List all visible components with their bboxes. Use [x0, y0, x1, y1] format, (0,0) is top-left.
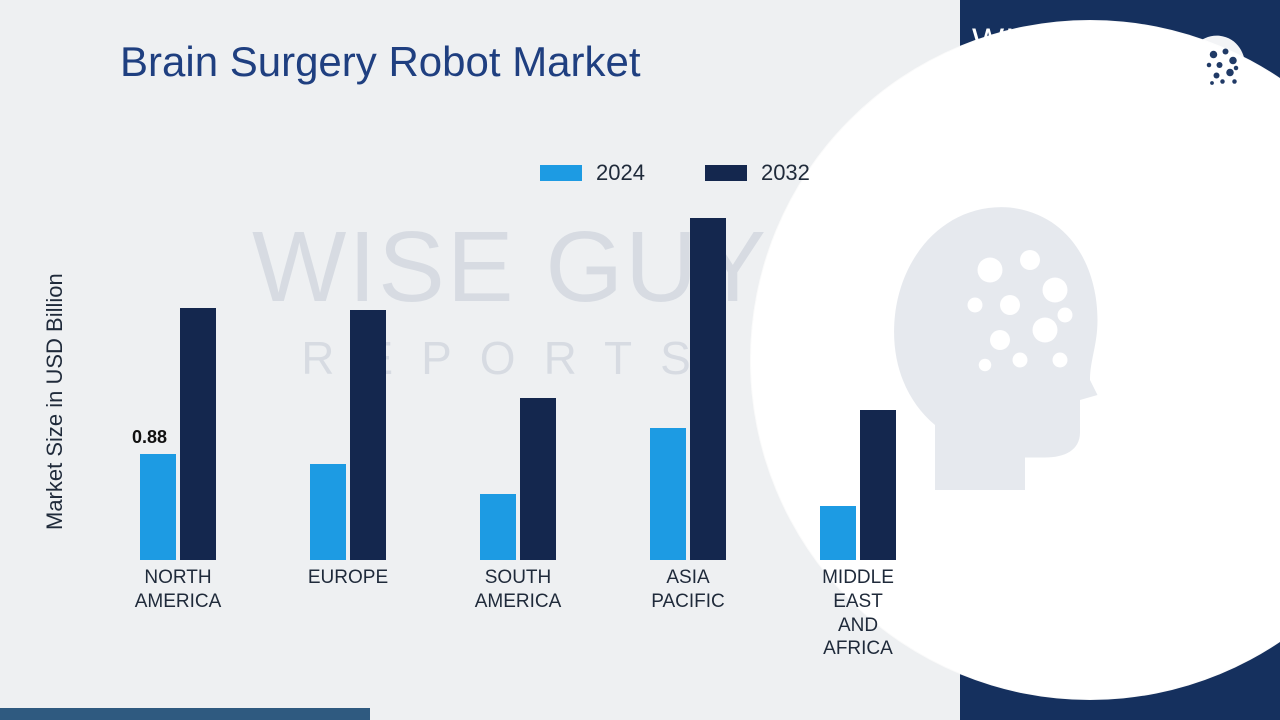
chart-area: 0.88	[100, 200, 940, 560]
legend: 2024 2032	[540, 160, 810, 186]
bar	[820, 506, 856, 560]
bar	[860, 410, 896, 560]
bar-value-label: 0.88	[132, 427, 167, 448]
y-axis-label: Market Size in USD Billion	[42, 273, 68, 530]
legend-label: 2032	[761, 160, 810, 186]
x-axis-label: ASIAPACIFIC	[618, 566, 758, 614]
legend-swatch-icon	[705, 165, 747, 181]
plot-area: 0.88	[100, 200, 940, 560]
brand-head-icon	[1172, 32, 1252, 122]
bar	[350, 310, 386, 560]
bar	[180, 308, 216, 560]
legend-label: 2024	[596, 160, 645, 186]
bar	[140, 454, 176, 560]
bar	[650, 428, 686, 560]
x-axis-label: NORTHAMERICA	[108, 566, 248, 614]
bar	[310, 464, 346, 560]
x-axis-label: MIDDLEEASTANDAFRICA	[788, 566, 928, 661]
legend-swatch-icon	[540, 165, 582, 181]
x-axis-label: SOUTHAMERICA	[448, 566, 588, 614]
stage: Brain Surgery Robot Market WISE GUY REPO…	[0, 0, 1280, 720]
bottom-accent-bar	[0, 708, 370, 720]
legend-item: 2032	[705, 160, 810, 186]
x-axis-label: EUROPE	[278, 566, 418, 590]
legend-item: 2024	[540, 160, 645, 186]
brand-logo: WISE GUY REPORTS	[972, 22, 1262, 75]
bar	[520, 398, 556, 560]
bar	[480, 494, 516, 560]
chart-title: Brain Surgery Robot Market	[120, 38, 641, 86]
bar	[690, 218, 726, 560]
